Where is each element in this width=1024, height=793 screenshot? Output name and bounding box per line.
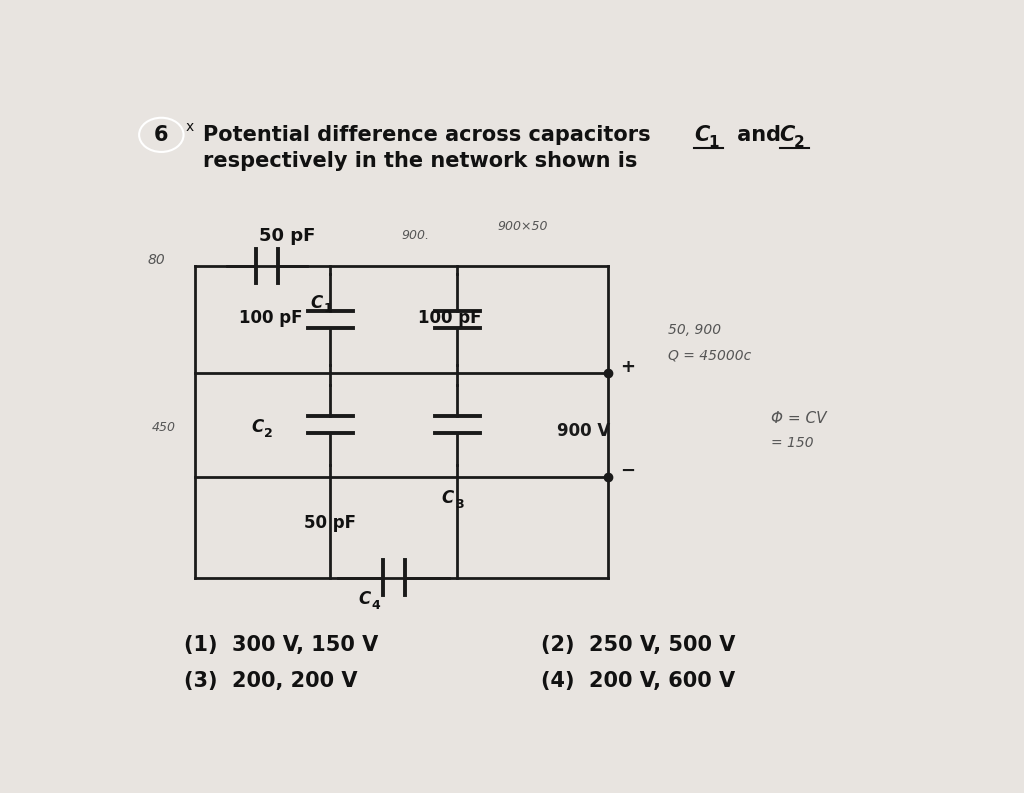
Text: C: C — [441, 489, 454, 508]
Text: 2: 2 — [264, 427, 273, 440]
Text: 50, 900: 50, 900 — [668, 324, 721, 337]
Text: Potential difference across capacitors: Potential difference across capacitors — [204, 125, 666, 145]
Text: 900.: 900. — [401, 229, 430, 242]
Text: 1: 1 — [709, 135, 719, 150]
Text: C: C — [358, 590, 371, 608]
Text: 2: 2 — [794, 135, 805, 150]
Text: 900×50: 900×50 — [497, 220, 548, 233]
Text: C: C — [694, 125, 710, 145]
Text: (2)  250 V, 500 V: (2) 250 V, 500 V — [541, 634, 735, 655]
Text: 100 pF: 100 pF — [418, 309, 481, 327]
Text: C: C — [779, 125, 795, 145]
Text: 6: 6 — [154, 125, 169, 145]
Text: 450: 450 — [152, 421, 176, 435]
Text: 1: 1 — [324, 302, 333, 316]
Text: 900 V: 900 V — [557, 422, 610, 440]
Text: Q = 45000c: Q = 45000c — [668, 349, 751, 363]
Text: C: C — [310, 293, 323, 312]
Text: −: − — [620, 462, 635, 480]
Text: 4: 4 — [372, 599, 380, 611]
Text: x: x — [185, 120, 194, 134]
Text: (4)  200 V, 600 V: (4) 200 V, 600 V — [541, 672, 735, 691]
Text: Φ = CV: Φ = CV — [771, 412, 826, 427]
Text: 50 pF: 50 pF — [259, 227, 315, 245]
Text: and: and — [729, 125, 787, 145]
Text: C: C — [251, 419, 263, 436]
Text: 50 pF: 50 pF — [304, 514, 356, 532]
Text: respectively in the network shown is: respectively in the network shown is — [204, 151, 638, 171]
Text: 100 pF: 100 pF — [240, 309, 303, 327]
Text: +: + — [620, 358, 635, 376]
Text: (3)  200, 200 V: (3) 200, 200 V — [183, 672, 357, 691]
Text: = 150: = 150 — [771, 436, 813, 450]
Text: 80: 80 — [147, 253, 166, 267]
Text: (1)  300 V, 150 V: (1) 300 V, 150 V — [183, 634, 378, 655]
Text: 3: 3 — [455, 498, 464, 511]
